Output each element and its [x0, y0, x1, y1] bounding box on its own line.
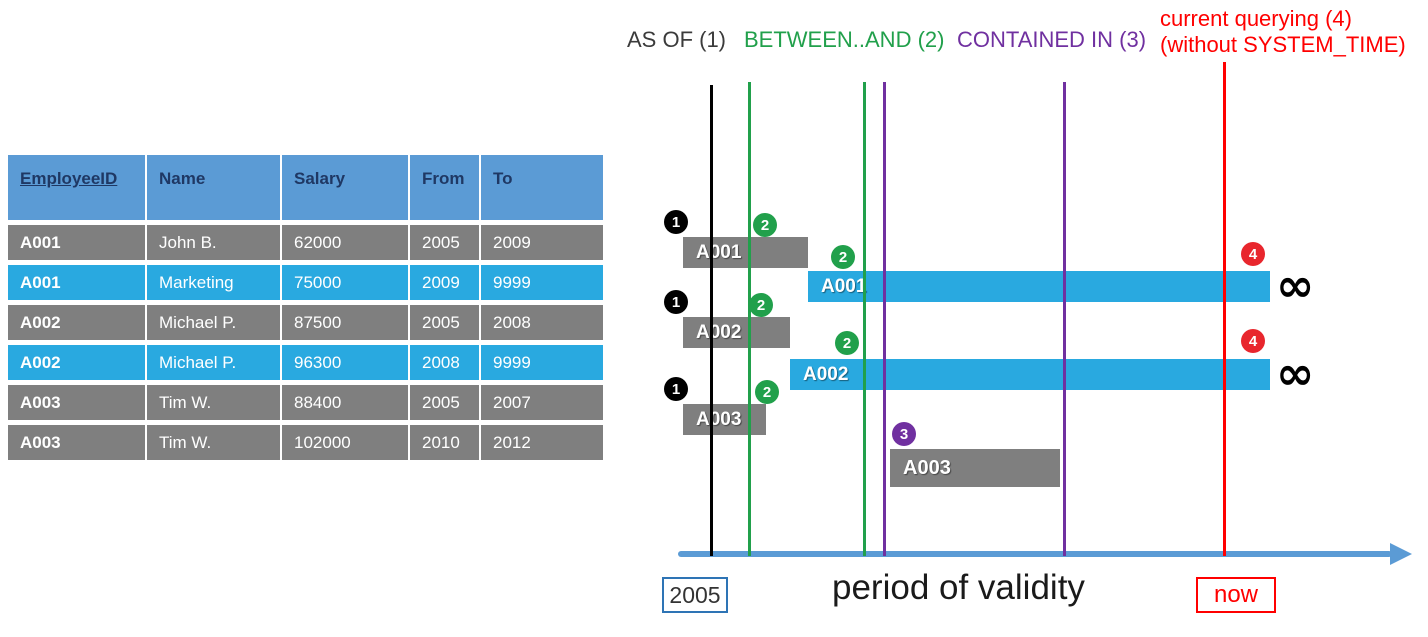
cell-from: 2005: [410, 385, 479, 420]
cell-name: Marketing: [147, 265, 280, 300]
marker-2-icon: 2: [835, 331, 859, 355]
cell-name: Michael P.: [147, 305, 280, 340]
between-start-line: [748, 82, 751, 556]
period-of-validity-label: period of validity: [832, 568, 1085, 607]
cell-name: Tim W.: [147, 385, 280, 420]
cell-from: 2008: [410, 345, 479, 380]
cell-employee-id: A002: [8, 305, 145, 340]
bar-label: A003: [903, 456, 951, 479]
cell-to: 9999: [481, 265, 603, 300]
bar-label: A001: [821, 275, 867, 297]
marker-1-icon: 1: [664, 290, 688, 314]
table-row: A002 Michael P. 87500 2005 2008: [8, 305, 605, 340]
validity-bar-a002-current: A002: [790, 359, 1270, 390]
marker-2-icon: 2: [749, 293, 773, 317]
validity-bar-a003-old: A003: [683, 404, 766, 435]
marker-4-icon: 4: [1241, 242, 1265, 266]
cell-salary: 96300: [282, 345, 408, 380]
cell-salary: 62000: [282, 225, 408, 260]
validity-bar-a002-old: A002: [683, 317, 790, 348]
as-of-label: AS OF (1): [627, 27, 727, 52]
marker-2-icon: 2: [831, 245, 855, 269]
cell-employee-id: A002: [8, 345, 145, 380]
validity-bar-a003-second: A003: [890, 449, 1060, 487]
between-end-line: [863, 82, 866, 556]
table-row: A001 John B. 62000 2005 2009: [8, 225, 605, 260]
cell-employee-id: A003: [8, 385, 145, 420]
marker-3-icon: 3: [892, 422, 916, 446]
cell-salary: 88400: [282, 385, 408, 420]
infinity-icon: ∞: [1276, 346, 1315, 400]
current-querying-label: current querying (4) (without SYSTEM_TIM…: [1160, 6, 1406, 58]
time-axis-arrow-icon: [1390, 543, 1412, 565]
cell-to: 2008: [481, 305, 603, 340]
marker-2-icon: 2: [755, 380, 779, 404]
marker-4-icon: 4: [1241, 329, 1265, 353]
cell-employee-id: A003: [8, 425, 145, 460]
cell-salary: 75000: [282, 265, 408, 300]
table-row: A001 Marketing 75000 2009 9999: [8, 265, 605, 300]
bar-label: A003: [696, 408, 742, 430]
header-from: From: [410, 155, 479, 220]
header-employeeid: EmployeeID: [8, 155, 145, 220]
cell-name: Tim W.: [147, 425, 280, 460]
cell-to: 9999: [481, 345, 603, 380]
year-2005-box: 2005: [662, 577, 728, 613]
table-row: A002 Michael P. 96300 2008 9999: [8, 345, 605, 380]
now-box: now: [1196, 577, 1276, 613]
cell-from: 2010: [410, 425, 479, 460]
time-axis-line: [678, 551, 1392, 557]
now-line: [1223, 62, 1226, 556]
contained-end-line: [1063, 82, 1066, 556]
cell-salary: 102000: [282, 425, 408, 460]
current-querying-line1: current querying (4): [1160, 6, 1352, 31]
marker-2-icon: 2: [753, 213, 777, 237]
contained-start-line: [883, 82, 886, 556]
cell-from: 2005: [410, 225, 479, 260]
current-querying-line2: (without SYSTEM_TIME): [1160, 32, 1406, 57]
cell-from: 2009: [410, 265, 479, 300]
bar-label: A001: [696, 241, 742, 263]
header-salary: Salary: [282, 155, 408, 220]
between-and-label: BETWEEN..AND (2): [744, 27, 945, 52]
cell-name: John B.: [147, 225, 280, 260]
validity-bar-a001-current: A001: [808, 271, 1270, 302]
bar-label: A002: [696, 321, 742, 343]
header-to: To: [481, 155, 603, 220]
marker-1-icon: 1: [664, 210, 688, 234]
as-of-line: [710, 85, 713, 556]
header-name: Name: [147, 155, 280, 220]
table-row: A003 Tim W. 88400 2005 2007: [8, 385, 605, 420]
cell-to: 2012: [481, 425, 603, 460]
cell-from: 2005: [410, 305, 479, 340]
infinity-icon: ∞: [1276, 258, 1315, 312]
validity-bar-a001-old: A001: [683, 237, 808, 268]
table-row: A003 Tim W. 102000 2010 2012: [8, 425, 605, 460]
cell-employee-id: A001: [8, 265, 145, 300]
contained-in-label: CONTAINED IN (3): [957, 27, 1147, 52]
bar-label: A002: [803, 363, 849, 385]
cell-to: 2007: [481, 385, 603, 420]
marker-1-icon: 1: [664, 377, 688, 401]
cell-salary: 87500: [282, 305, 408, 340]
table-header-row: EmployeeID Name Salary From To: [8, 155, 605, 220]
cell-name: Michael P.: [147, 345, 280, 380]
employee-history-table: EmployeeID Name Salary From To A001 John…: [8, 155, 605, 460]
cell-to: 2009: [481, 225, 603, 260]
cell-employee-id: A001: [8, 225, 145, 260]
